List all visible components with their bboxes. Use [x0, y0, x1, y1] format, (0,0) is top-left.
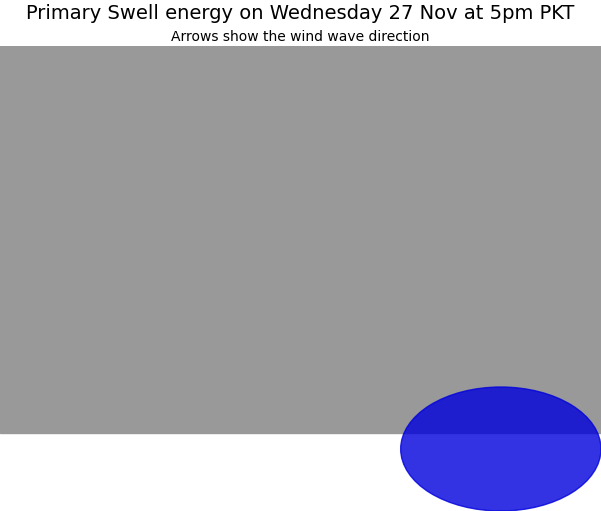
Polygon shape — [0, 46, 601, 433]
Ellipse shape — [401, 387, 601, 511]
Text: Primary Swell energy on Wednesday 27 Nov at 5pm PKT: Primary Swell energy on Wednesday 27 Nov… — [26, 4, 575, 24]
Text: Arrows show the wind wave direction: Arrows show the wind wave direction — [171, 30, 430, 44]
